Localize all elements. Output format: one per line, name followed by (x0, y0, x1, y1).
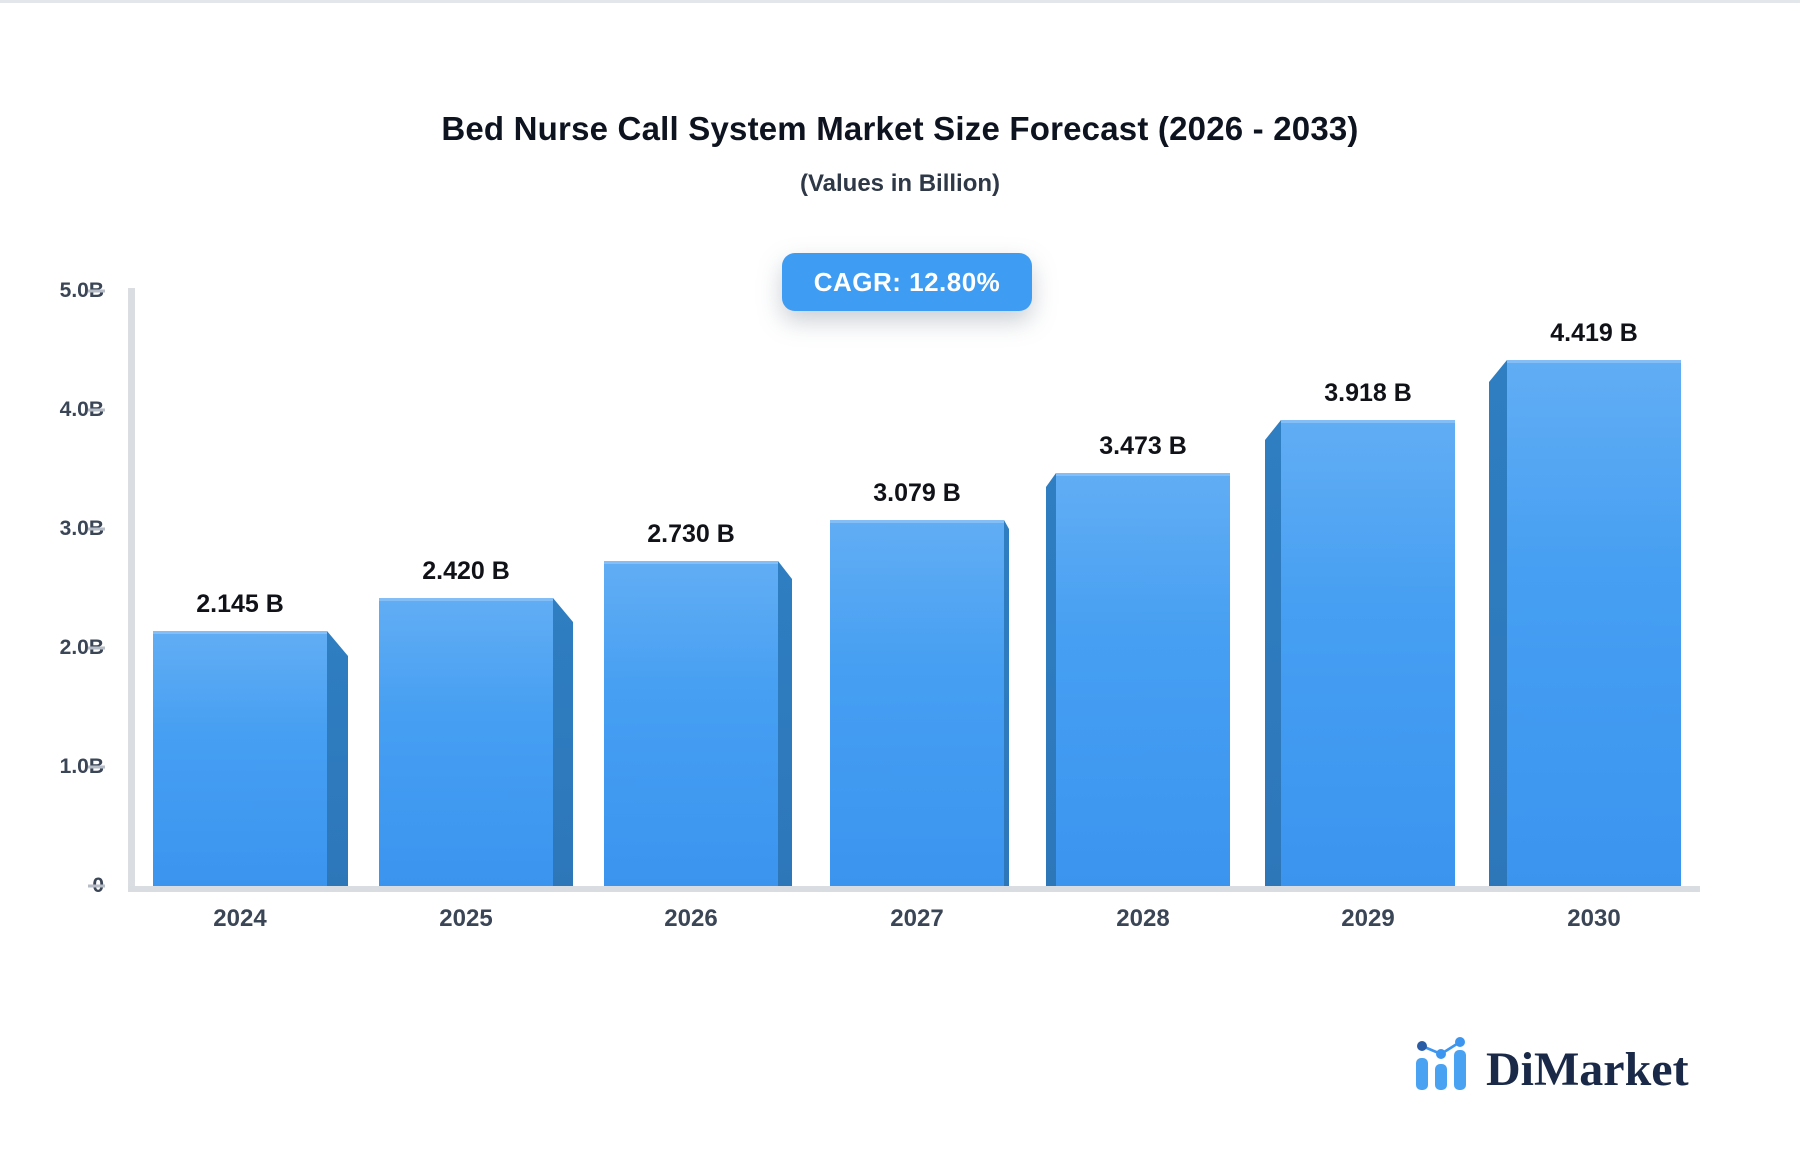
x-axis-label-2024: 2024 (213, 905, 267, 932)
brand-name: DiMarket (1486, 1043, 1689, 1096)
bar-2025[interactable] (379, 598, 553, 886)
bar-2028[interactable] (1056, 473, 1230, 886)
bar-2026[interactable] (604, 561, 778, 886)
bar-2024-side-face (327, 631, 348, 886)
y-axis-tick-2.0B (88, 646, 105, 650)
bar-value-label-2029: 3.918 B (1324, 379, 1412, 407)
bar-2030[interactable] (1507, 360, 1681, 886)
chart-title: Bed Nurse Call System Market Size Foreca… (441, 110, 1359, 147)
bar-2028-side-face (1046, 473, 1056, 886)
y-axis-line (128, 288, 135, 892)
bar-2030-side-face (1489, 360, 1507, 886)
y-axis-tick-3.0B (88, 527, 105, 531)
y-axis-label-3.0B: 3.0B (59, 517, 104, 540)
y-axis-tick-4.0B (88, 408, 105, 412)
x-axis-label-2025: 2025 (439, 905, 493, 932)
top-border-line (0, 0, 1800, 3)
bar-value-label-2026: 2.730 B (647, 520, 735, 548)
y-axis-tick-1.0B (88, 765, 105, 769)
bar-2024[interactable] (153, 631, 327, 886)
y-axis-label-4.0B: 4.0B (59, 398, 104, 421)
bar-2029[interactable] (1281, 420, 1455, 886)
bar-2027[interactable] (830, 520, 1004, 886)
y-axis-label-5.0B: 5.0B (59, 279, 104, 302)
bar-value-label-2030: 4.419 B (1550, 319, 1638, 347)
x-axis-label-2026: 2026 (664, 905, 718, 932)
bar-2026-side-face (778, 561, 792, 886)
x-axis-label-2030: 2030 (1567, 905, 1621, 932)
brand-logo: DiMarket (1414, 1036, 1689, 1097)
bar-2029-side-face (1265, 420, 1281, 886)
bar-value-label-2027: 3.079 B (873, 479, 961, 507)
x-axis-label-2029: 2029 (1341, 905, 1395, 932)
bar-2025-side-face (553, 598, 573, 886)
chart-subtitle: (Values in Billion) (799, 170, 1001, 197)
bar-value-label-2028: 3.473 B (1099, 432, 1187, 460)
mini-bar-chart-icon (1414, 1036, 1474, 1097)
y-axis-tick-0 (88, 884, 105, 888)
x-axis-label-2027: 2027 (890, 905, 944, 932)
bar-2027-side-face (1004, 520, 1009, 886)
x-axis-label-2028: 2028 (1116, 905, 1170, 932)
y-axis-tick-5.0B (88, 289, 105, 293)
y-axis-label-2.0B: 2.0B (59, 636, 104, 659)
x-axis-baseline (128, 886, 1700, 892)
bar-value-label-2024: 2.145 B (196, 590, 284, 618)
y-axis-label-1.0B: 1.0B (59, 755, 104, 778)
bar-value-label-2025: 2.420 B (422, 557, 510, 585)
cagr-badge: CAGR: 12.80% (782, 253, 1032, 311)
